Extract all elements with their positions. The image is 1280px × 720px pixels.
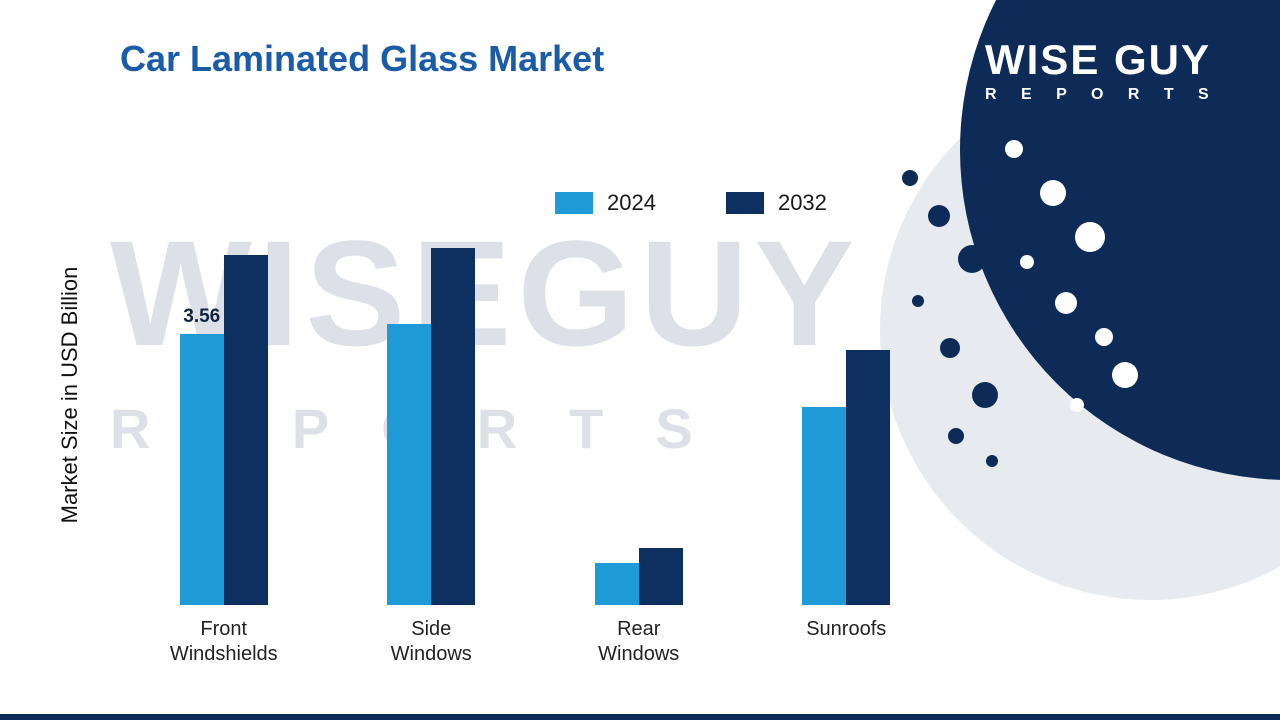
bars	[802, 225, 891, 605]
logo-dot-icon	[912, 295, 924, 307]
y-axis-label: Market Size in USD Billion	[57, 266, 82, 524]
legend-swatch-2032	[725, 192, 764, 214]
bar-2024-side-windows	[387, 323, 432, 605]
logo-dot-icon	[1055, 292, 1077, 314]
logo-dot-icon	[1095, 328, 1113, 346]
logo-dot-icon	[948, 428, 964, 444]
logo-dot-icon	[940, 338, 960, 358]
legend-item-2032: 2032	[725, 190, 827, 216]
logo-dot-icon	[986, 455, 998, 467]
legend-label-2024: 2024	[607, 190, 656, 215]
logo-dot-icon	[972, 382, 998, 408]
bottom-accent-bar	[0, 714, 1280, 720]
legend-item-2024: 2024	[555, 190, 656, 216]
category-label-side-windows: Side Windows	[390, 618, 472, 665]
bar-group-front-windshields: 3.56 Front Windshields	[120, 225, 328, 667]
page-title: Car Laminated Glass Market	[120, 38, 605, 79]
bar-2024-front-windshields: 3.56	[179, 306, 224, 605]
logo-dot-icon	[1040, 180, 1066, 206]
chart-legend: 2024 2032	[555, 190, 827, 216]
logo-dot-icon	[928, 205, 950, 227]
logo-dot-icon	[1075, 222, 1105, 252]
plot-area: 3.56 Front Windshields Side Windows Rear Wi…	[120, 225, 950, 667]
category-label-front-windshields: Front Windshields	[169, 618, 278, 665]
legend-swatch-2024	[555, 192, 593, 214]
bars: 3.56	[179, 225, 268, 605]
logo-dot-icon	[1005, 140, 1023, 158]
logo-dot-icon	[1112, 362, 1138, 388]
category-label-sunroofs: Sunroofs	[806, 618, 887, 640]
legend-label-2032: 2032	[777, 190, 827, 215]
bars	[594, 225, 683, 605]
logo-name: WISE GUY	[985, 36, 1212, 83]
logo-dot-icon	[1020, 255, 1034, 269]
bar-group-rear-windows: Rear Windows	[535, 225, 743, 667]
bar-value-label: 3.56	[183, 306, 221, 328]
logo-subtitle: R E P O R T S	[985, 86, 1219, 104]
bar-2032-side-windows	[431, 247, 476, 605]
logo: WISE GUY R E P O R T S	[985, 36, 1219, 104]
bar-2024-sunroofs	[802, 407, 847, 605]
logo-dot-icon	[958, 245, 986, 273]
bar-2024-rear-windows	[594, 563, 639, 605]
logo-dot-icon	[902, 170, 918, 186]
bar-groups: 3.56 Front Windshields Side Windows Rear Wi…	[120, 225, 950, 667]
bar-2032-rear-windows	[638, 548, 683, 605]
bar-2032-sunroofs	[846, 350, 891, 605]
bar-group-sunroofs: Sunroofs	[743, 225, 951, 667]
category-label-rear-windows: Rear Windows	[598, 618, 680, 665]
logo-dot-icon	[1070, 398, 1084, 412]
bar-group-side-windows: Side Windows	[328, 225, 536, 667]
bar-2032-front-windshields	[223, 255, 268, 605]
bars	[387, 225, 476, 605]
